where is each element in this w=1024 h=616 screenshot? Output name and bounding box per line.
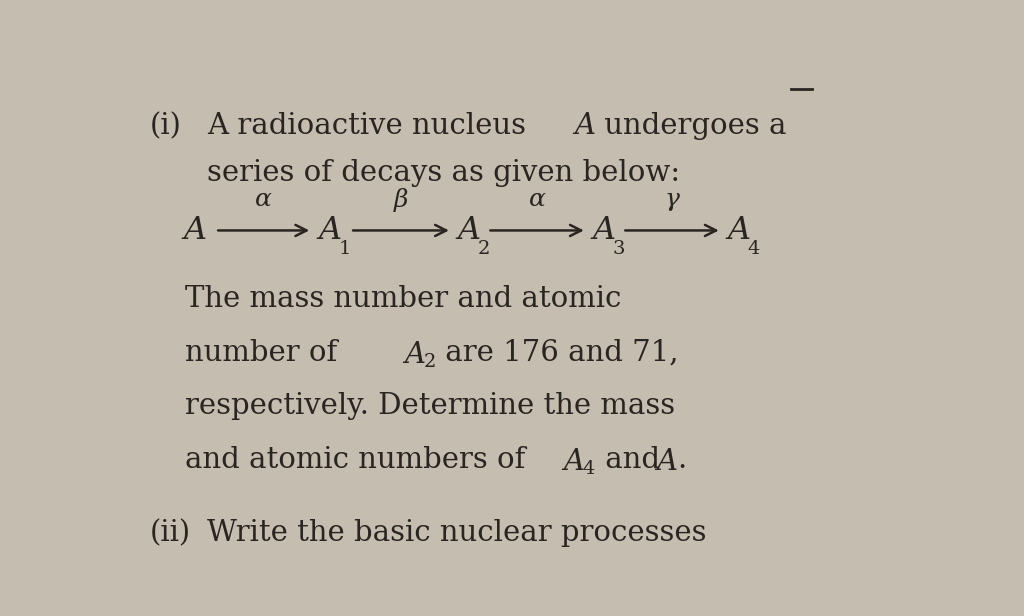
Text: undergoes a: undergoes a: [595, 112, 786, 140]
Text: A: A: [656, 448, 678, 476]
Text: A: A: [404, 341, 425, 369]
Text: A: A: [727, 215, 751, 246]
Text: .: .: [677, 446, 686, 474]
Text: A: A: [184, 215, 207, 246]
Text: 1: 1: [339, 240, 351, 259]
Text: and: and: [596, 446, 670, 474]
Text: and atomic numbers of: and atomic numbers of: [185, 446, 535, 474]
Text: A: A: [593, 215, 615, 246]
Text: A: A: [318, 215, 342, 246]
Text: 3: 3: [612, 240, 625, 259]
Text: (i): (i): [151, 112, 182, 140]
Text: number of: number of: [185, 339, 347, 367]
Text: α: α: [255, 188, 272, 211]
Text: Write the basic nuclear processes: Write the basic nuclear processes: [207, 519, 707, 547]
Text: A radioactive nucleus: A radioactive nucleus: [207, 112, 536, 140]
Text: 4: 4: [582, 460, 594, 478]
Text: β: β: [394, 188, 409, 212]
Text: 2: 2: [423, 353, 435, 371]
Text: A: A: [563, 448, 584, 476]
Text: series of decays as given below:: series of decays as given below:: [207, 160, 681, 187]
Text: α: α: [528, 188, 546, 211]
Text: respectively. Determine the mass: respectively. Determine the mass: [185, 392, 675, 420]
Text: 4: 4: [748, 240, 760, 259]
Text: γ: γ: [665, 188, 680, 211]
Text: are 176 and 71,: are 176 and 71,: [436, 339, 679, 367]
Text: The mass number and atomic: The mass number and atomic: [185, 285, 622, 313]
Text: A: A: [574, 112, 595, 140]
Text: A: A: [458, 215, 481, 246]
Text: 2: 2: [477, 240, 489, 259]
Text: (ii): (ii): [151, 519, 191, 547]
